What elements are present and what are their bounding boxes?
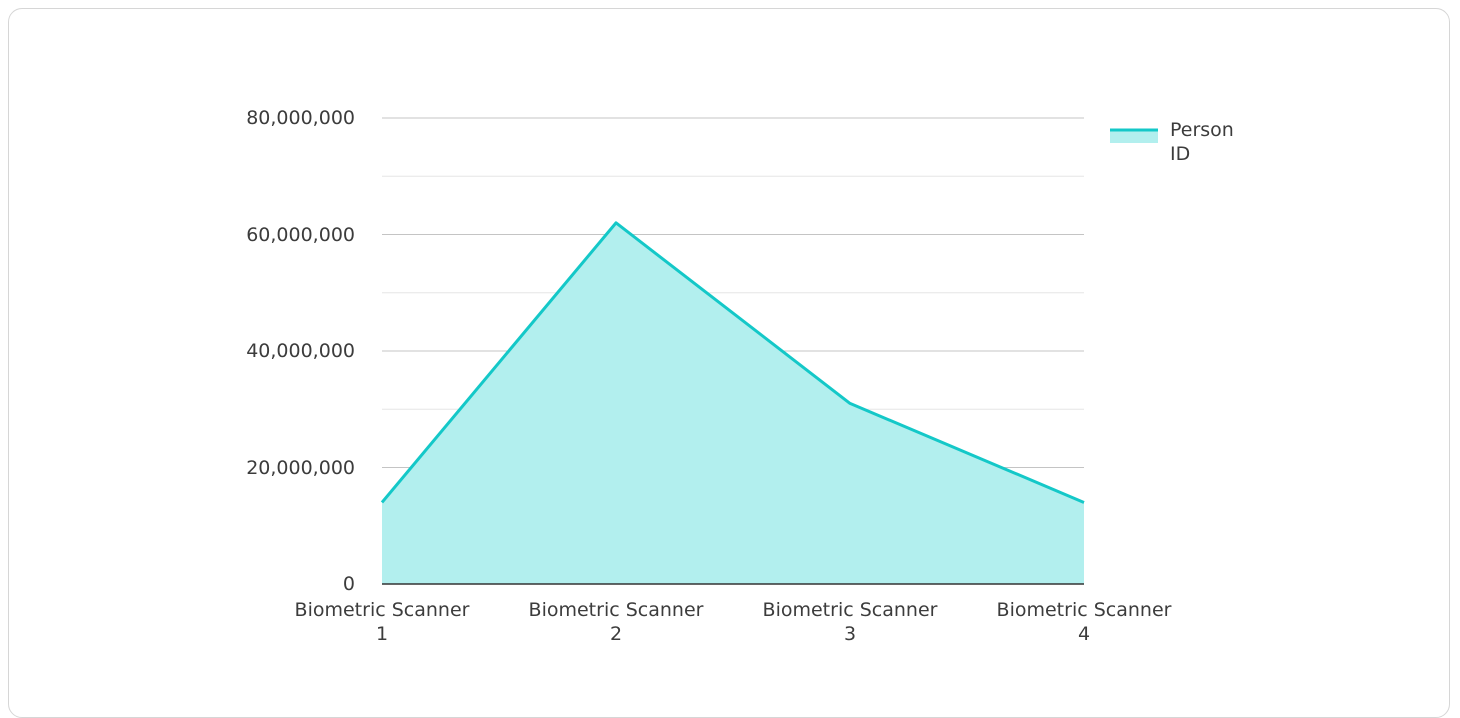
y-tick-label: 20,000,000	[246, 456, 355, 479]
area-line	[380, 221, 1085, 504]
y-tick-label: 80,000,000	[246, 107, 355, 129]
y-tick-label: 0	[342, 573, 355, 595]
legend-label: Person ID	[1170, 119, 1234, 165]
x-tick-label: Biometric Scanner 2	[528, 599, 704, 645]
y-tick-label: 40,000,000	[246, 340, 355, 362]
x-tick-label: Biometric Scanner 4	[996, 599, 1172, 645]
area-fill	[382, 222, 1084, 584]
x-tick-label: Biometric Scanner 1	[294, 599, 470, 645]
chart	[380, 117, 1158, 585]
x-tick-label: Biometric Scanner 3	[762, 599, 938, 645]
legend-swatch-fill	[1110, 131, 1158, 143]
page: 0 20,000,000 40,000,000 60,000,000 80,000,00…	[8, 8, 1450, 718]
y-tick-label: 60,000,000	[246, 223, 355, 246]
